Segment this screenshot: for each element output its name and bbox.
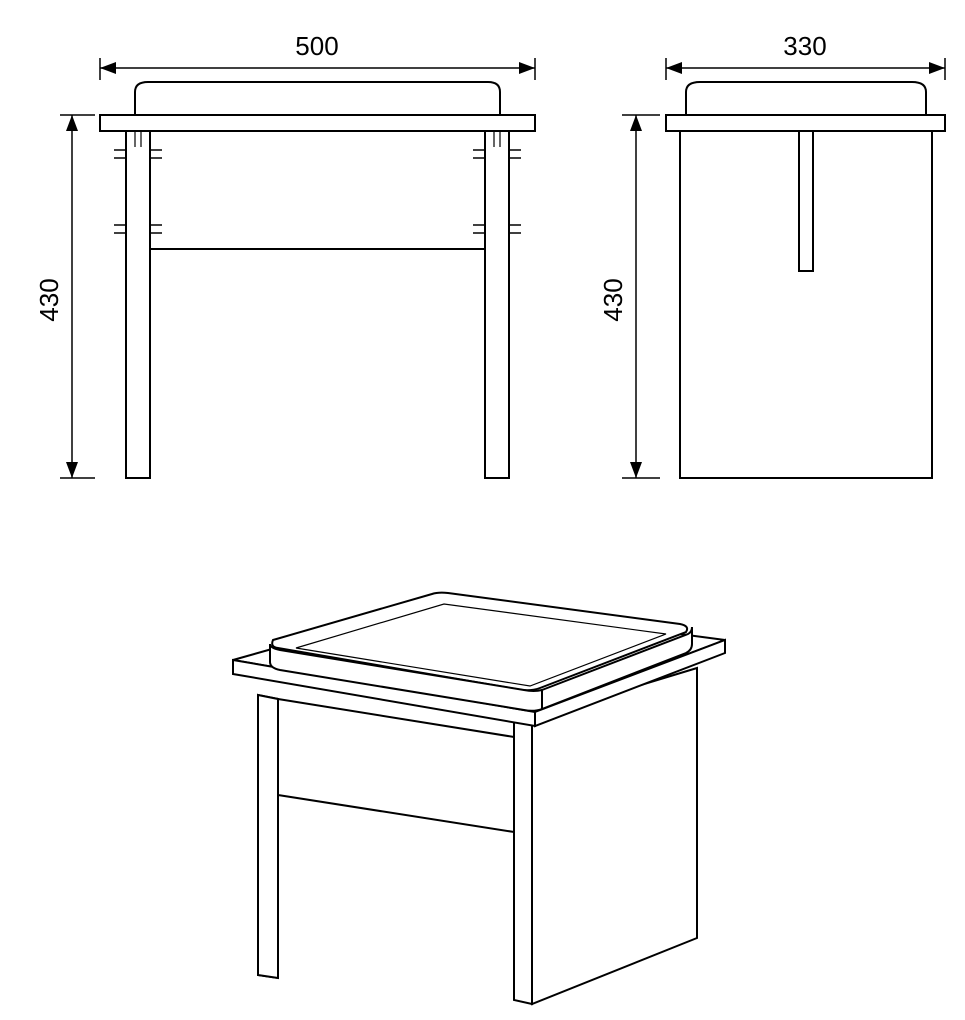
stool-front-outline <box>100 82 535 478</box>
isometric-view <box>233 593 725 1004</box>
dimension-height-430-side: 430 <box>598 115 660 478</box>
side-view: 330 430 <box>598 31 945 478</box>
technical-drawing-canvas: 500 430 <box>0 0 965 1020</box>
dimension-width-500: 500 <box>100 31 535 80</box>
front-view: 500 430 <box>34 31 535 478</box>
stool-side-outline <box>666 82 945 478</box>
dim-label-330: 330 <box>783 31 826 61</box>
dim-label-500: 500 <box>295 31 338 61</box>
dim-label-430-front: 430 <box>34 278 64 321</box>
dim-label-430-side: 430 <box>598 278 628 321</box>
dimension-width-330: 330 <box>666 31 945 80</box>
dimension-height-430-front: 430 <box>34 115 95 478</box>
